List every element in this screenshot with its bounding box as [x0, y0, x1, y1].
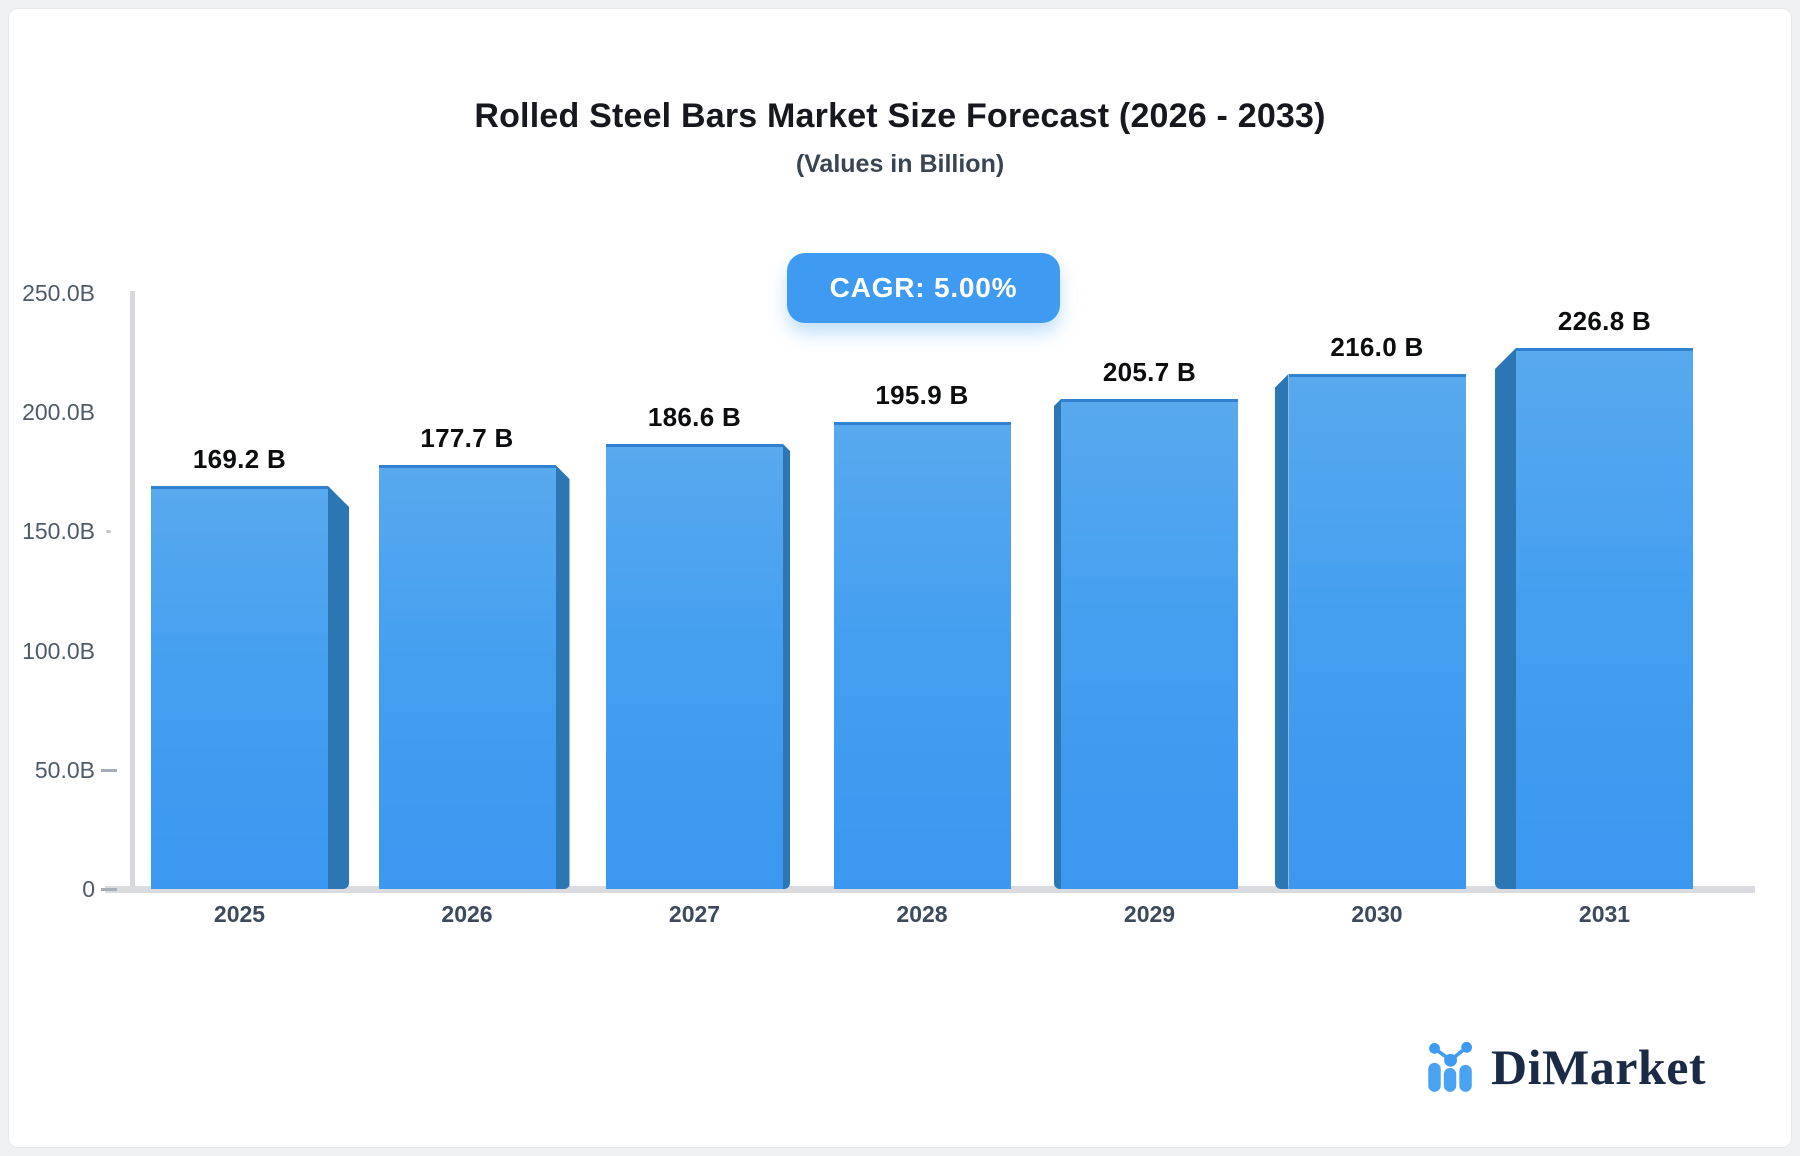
bar-value-label-2029: 205.7 B [1102, 357, 1197, 387]
x-axis-label-2025: 2025 [213, 901, 266, 927]
y-axis-tick-mark-0 [101, 888, 117, 891]
x-axis-label-2028: 2028 [896, 901, 948, 927]
brand-logo: DiMarket [1420, 1036, 1706, 1098]
x-axis-label-2029: 2029 [1123, 901, 1176, 927]
x-axis-label-2030: 2030 [1351, 901, 1403, 927]
bar-2026[interactable] [378, 465, 556, 889]
bar-2027[interactable] [606, 444, 783, 889]
y-axis-tick-label-250: 250.0B [22, 280, 95, 306]
bar-value-label-2031: 226.8 B [1557, 306, 1652, 336]
bar-side-2027 [783, 444, 790, 889]
x-axis-label-2027: 2027 [668, 901, 721, 927]
bar-2029[interactable] [1061, 399, 1238, 889]
bar-2031[interactable] [1516, 348, 1693, 889]
brand-name: DiMarket [1491, 1039, 1707, 1095]
y-axis-tick-label-50: 50.0B [34, 756, 95, 783]
y-axis-tick-label-200: 200.0B [22, 399, 95, 426]
x-axis-label-2026: 2026 [441, 901, 493, 927]
x-axis-label-2031: 2031 [1578, 901, 1631, 927]
bar-value-label-2027: 186.6 B [647, 402, 742, 432]
bar-value-label-2030: 216.0 B [1330, 332, 1424, 362]
bar-side-2025 [328, 486, 349, 889]
bar-side-2030 [1274, 374, 1289, 889]
bar-side-2026 [555, 465, 570, 889]
y-axis-line [130, 291, 135, 887]
bar-value-label-2026: 177.7 B [420, 423, 514, 453]
chart-subtitle: (Values in Billion) [795, 150, 1005, 178]
cagr-badge: CAGR: 5.00% [787, 253, 1060, 323]
cagr-badge-label: CAGR: 5.00% [829, 272, 1018, 303]
bar-2030[interactable] [1288, 374, 1466, 889]
y-axis-tick-label-150: 150.0B [22, 518, 95, 545]
y-axis-tick-label-100: 100.0B [22, 637, 95, 664]
x-axis-baseline [105, 886, 1755, 893]
bar-value-label-2028: 195.9 B [875, 380, 969, 410]
bar-side-2031 [1495, 348, 1516, 889]
y-axis-tick-label-0: 0 [82, 876, 95, 902]
bar-value-label-2025: 169.2 B [192, 444, 287, 474]
y-axis-tick-mark-150 [106, 530, 111, 534]
y-axis-tick-mark-50 [101, 768, 117, 772]
mini-bar-line-chart-icon [1428, 1041, 1472, 1092]
bar-2025[interactable] [151, 486, 328, 889]
bar-2028[interactable] [833, 422, 1011, 889]
bar-side-2029 [1054, 399, 1061, 889]
chart-title: Rolled Steel Bars Market Size Forecast (… [474, 97, 1326, 135]
